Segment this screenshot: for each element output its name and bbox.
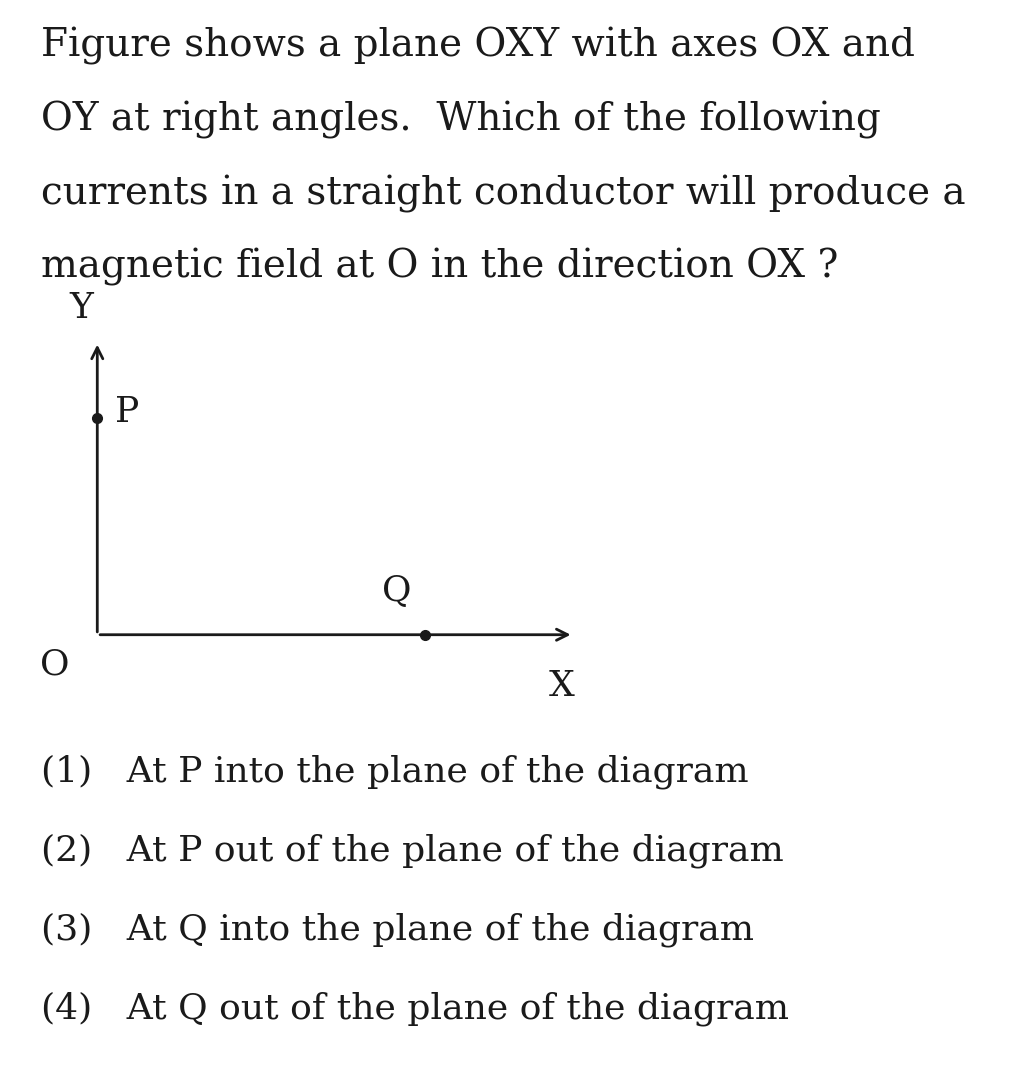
Text: magnetic field at O in the direction OX ?: magnetic field at O in the direction OX … [41,248,839,286]
Text: P: P [115,395,139,430]
Text: currents in a straight conductor will produce a: currents in a straight conductor will pr… [41,175,966,213]
Text: (3)   At Q into the plane of the diagram: (3) At Q into the plane of the diagram [41,912,754,947]
Text: Figure shows a plane OXY with axes OX and: Figure shows a plane OXY with axes OX an… [41,27,915,65]
Text: O: O [40,648,70,681]
Text: X: X [548,669,574,703]
Text: OY at right angles.  Which of the following: OY at right angles. Which of the followi… [41,101,881,139]
Text: Q: Q [382,574,412,608]
Text: (4)   At Q out of the plane of the diagram: (4) At Q out of the plane of the diagram [41,992,788,1026]
Text: (1)   At P into the plane of the diagram: (1) At P into the plane of the diagram [41,754,749,789]
Text: (2)   At P out of the plane of the diagram: (2) At P out of the plane of the diagram [41,833,783,868]
Text: Y: Y [70,292,93,326]
